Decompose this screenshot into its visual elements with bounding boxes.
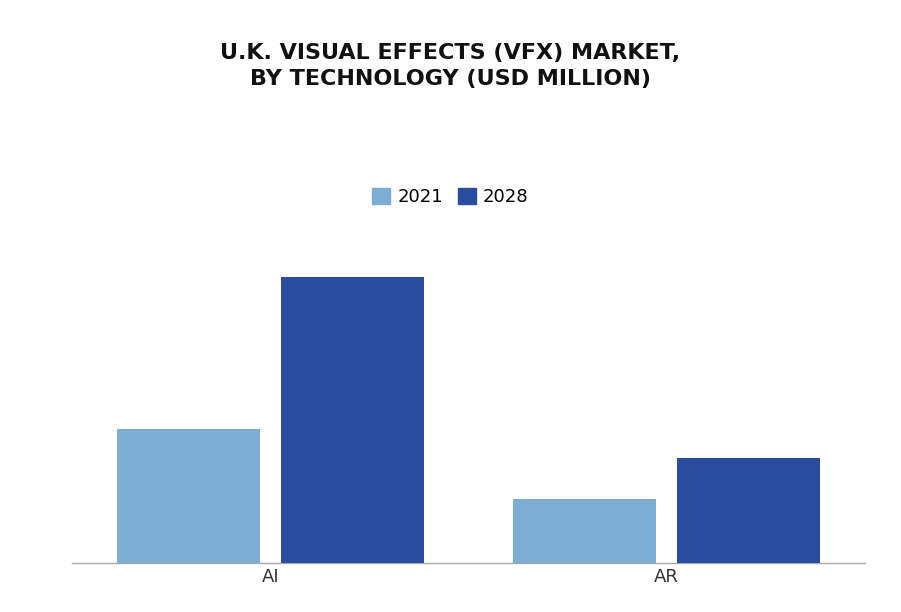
Text: U.K. VISUAL EFFECTS (VFX) MARKET,
BY TECHNOLOGY (USD MILLION): U.K. VISUAL EFFECTS (VFX) MARKET, BY TEC… bbox=[221, 43, 680, 89]
Bar bbox=[514, 499, 656, 563]
Legend: 2021, 2028: 2021, 2028 bbox=[365, 181, 536, 213]
Bar bbox=[281, 277, 423, 563]
Bar bbox=[117, 430, 259, 563]
Bar bbox=[678, 458, 820, 563]
